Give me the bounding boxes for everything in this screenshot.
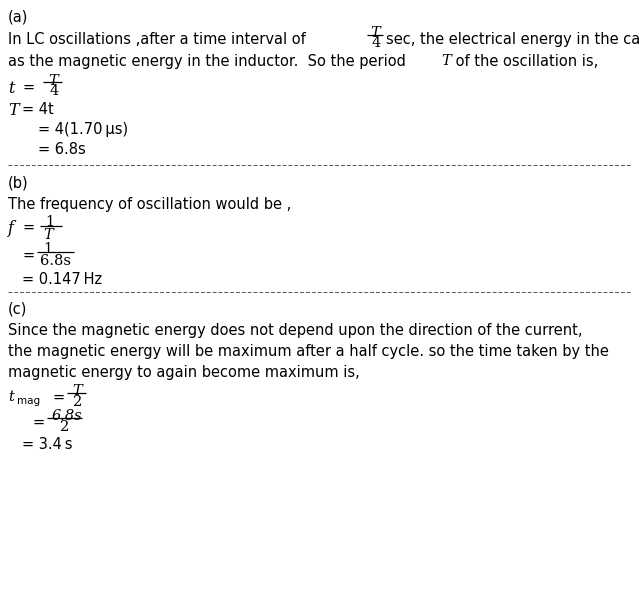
- Text: (a): (a): [8, 10, 28, 25]
- Text: T: T: [72, 384, 82, 398]
- Text: 6.8s: 6.8s: [52, 409, 82, 423]
- Text: =: =: [22, 220, 34, 235]
- Text: = 6.8s: = 6.8s: [38, 142, 86, 157]
- Text: T: T: [441, 54, 450, 68]
- Text: 1: 1: [45, 215, 54, 229]
- Text: = 4t: = 4t: [22, 102, 54, 117]
- Text: (b): (b): [8, 175, 29, 190]
- Text: T: T: [43, 228, 53, 242]
- Text: 2: 2: [60, 420, 69, 434]
- Text: =: =: [22, 248, 34, 263]
- Text: In LC oscillations ,after a time interval of: In LC oscillations ,after a time interva…: [8, 32, 315, 47]
- Text: t: t: [8, 80, 14, 97]
- Text: =: =: [52, 390, 64, 405]
- Text: f: f: [8, 220, 14, 237]
- Text: as the magnetic energy in the inductor.  So the period: as the magnetic energy in the inductor. …: [8, 54, 410, 69]
- Text: of the oscillation is,: of the oscillation is,: [451, 54, 598, 69]
- Text: =: =: [22, 80, 34, 95]
- Text: the magnetic energy will be maximum after a half cycle. so the time taken by the: the magnetic energy will be maximum afte…: [8, 344, 609, 359]
- Text: T: T: [370, 26, 380, 40]
- Text: 4: 4: [49, 84, 58, 98]
- Text: =: =: [32, 415, 44, 430]
- Text: = 0.147 Hz: = 0.147 Hz: [22, 272, 102, 287]
- Text: magnetic energy to again become maximum is,: magnetic energy to again become maximum …: [8, 365, 360, 380]
- Text: 6.8s: 6.8s: [40, 254, 71, 268]
- Text: t: t: [8, 390, 14, 404]
- Text: 4: 4: [372, 36, 381, 50]
- Text: sec, the electrical energy in the capacitor will be stored: sec, the electrical energy in the capaci…: [386, 32, 639, 47]
- Text: The frequency of oscillation would be ,: The frequency of oscillation would be ,: [8, 197, 291, 212]
- Text: T: T: [48, 74, 58, 88]
- Text: = 4(1.70 μs): = 4(1.70 μs): [38, 122, 128, 137]
- Text: = 3.4 s: = 3.4 s: [22, 437, 72, 452]
- Text: Since the magnetic energy does not depend upon the direction of the current,: Since the magnetic energy does not depen…: [8, 323, 583, 338]
- Text: T: T: [8, 102, 19, 119]
- Text: 1: 1: [43, 242, 52, 256]
- Text: mag: mag: [17, 396, 40, 406]
- Text: 2: 2: [73, 395, 82, 409]
- Text: (c): (c): [8, 302, 27, 317]
